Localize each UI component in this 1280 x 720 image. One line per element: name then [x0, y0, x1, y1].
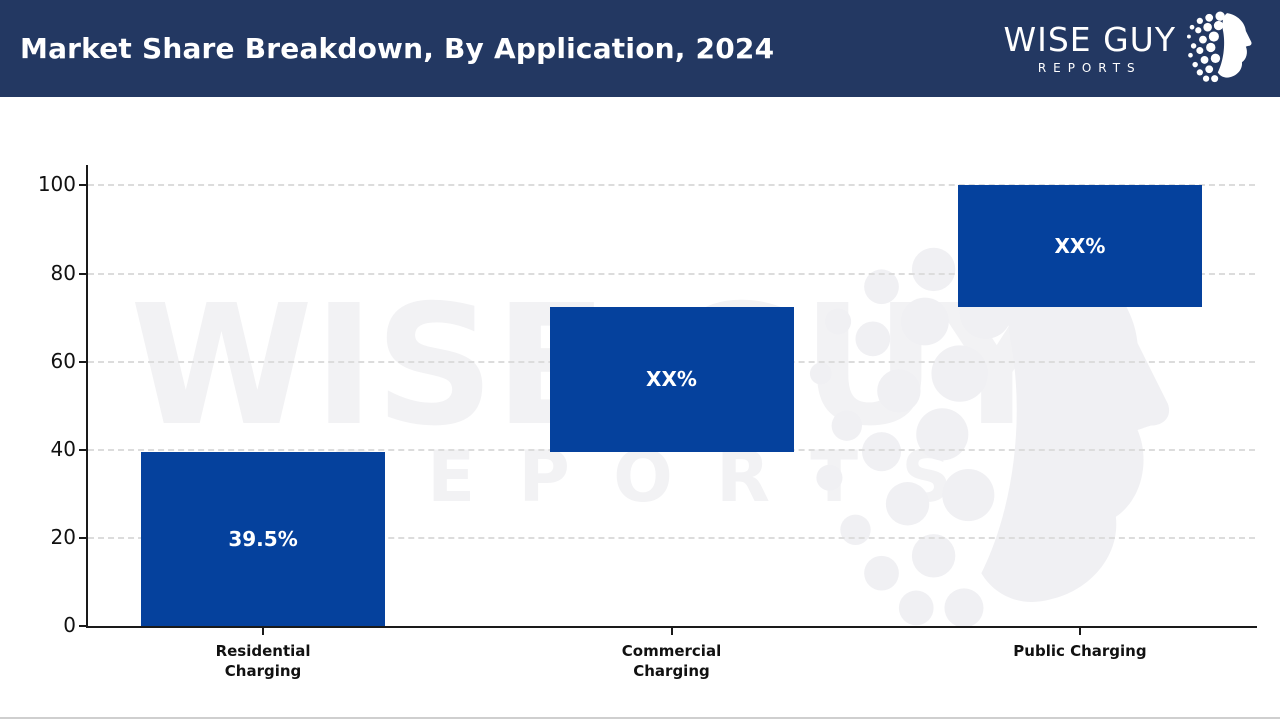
wise-guy-logo: WISE GUY REPORTS [1003, 8, 1256, 90]
x-category-label-2: Public Charging [1013, 642, 1147, 660]
y-tick-label-20: 20 [50, 524, 76, 549]
y-tick-mark-60 [79, 360, 86, 363]
x-category-label-0: Residential Charging [215, 642, 311, 680]
chart-title: Market Share Breakdown, By Application, … [20, 32, 775, 65]
wise-guy-logo-text: WISE GUY REPORTS [1003, 23, 1176, 75]
y-tick-label-0: 0 [63, 613, 76, 637]
x-tick-mark-2 [1078, 628, 1081, 635]
bar-value-label: 39.5% [228, 526, 298, 551]
gridline-20 [88, 536, 1255, 539]
y-tick-mark-40 [79, 448, 86, 451]
bar-value-label: XX% [1054, 233, 1106, 258]
x-category-label-1: Commercial Charging [621, 642, 722, 680]
y-tick-label-40: 40 [50, 436, 76, 461]
bar-residential-charging: 39.5% [141, 451, 386, 626]
wise-guy-head-icon [1178, 8, 1256, 90]
x-tick-mark-0 [262, 628, 265, 635]
y-tick-label-100: 100 [37, 172, 76, 197]
gridline-100 [88, 184, 1255, 187]
y-tick-mark-100 [79, 184, 86, 187]
gridline-80 [88, 272, 1255, 275]
y-tick-mark-20 [79, 536, 86, 539]
y-tick-label-60: 60 [50, 348, 76, 373]
y-tick-label-80: 80 [50, 260, 76, 285]
y-axis-line [86, 165, 88, 628]
bar-commercial-charging: XX% [549, 306, 794, 452]
y-tick-mark-0 [79, 625, 86, 627]
footer-divider [0, 717, 1280, 719]
header-bar: Market Share Breakdown, By Application, … [0, 0, 1280, 97]
logo-subtext: REPORTS [1037, 60, 1142, 75]
y-tick-mark-80 [79, 272, 86, 275]
x-tick-mark-1 [670, 628, 673, 635]
x-axis-line [86, 626, 1257, 628]
logo-wordmark: WISE GUY [1003, 19, 1176, 59]
bar-value-label: XX% [646, 367, 697, 392]
bar-public-charging: XX% [957, 185, 1202, 307]
